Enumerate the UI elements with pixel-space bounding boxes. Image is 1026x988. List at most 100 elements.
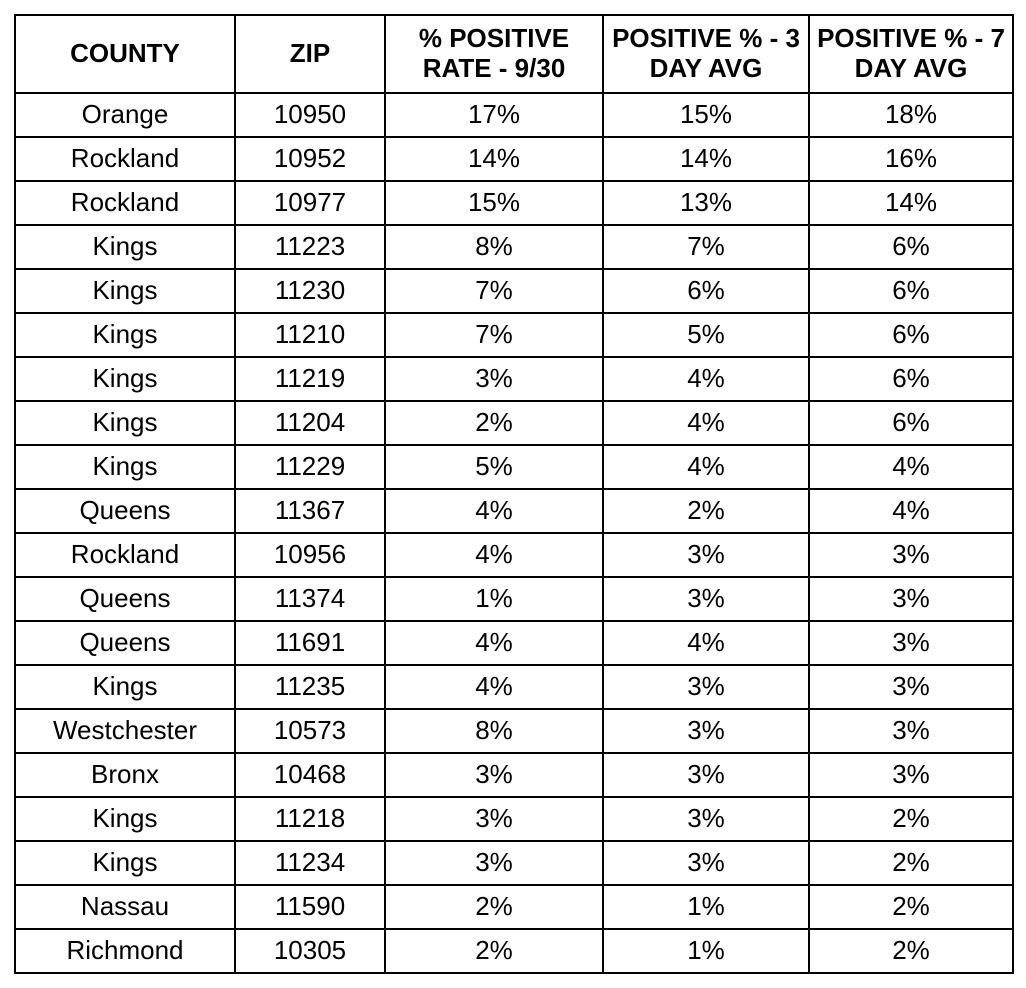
table-cell: 7% bbox=[385, 313, 603, 357]
table-row: Rockland109564%3%3% bbox=[15, 533, 1013, 577]
table-row: Kings112238%7%6% bbox=[15, 225, 1013, 269]
table-cell: 11204 bbox=[235, 401, 385, 445]
table-cell: 10956 bbox=[235, 533, 385, 577]
table-cell: 6% bbox=[809, 313, 1013, 357]
table-head: COUNTY ZIP % POSITIVE RATE - 9/30 POSITI… bbox=[15, 15, 1013, 93]
table-cell: 6% bbox=[809, 357, 1013, 401]
table-row: Kings112354%3%3% bbox=[15, 665, 1013, 709]
table-row: Orange1095017%15%18% bbox=[15, 93, 1013, 137]
table-cell: 3% bbox=[809, 577, 1013, 621]
table-cell: Rockland bbox=[15, 181, 235, 225]
table-cell: 10952 bbox=[235, 137, 385, 181]
table-cell: Queens bbox=[15, 621, 235, 665]
table-cell: 4% bbox=[809, 489, 1013, 533]
table-cell: 4% bbox=[385, 665, 603, 709]
table-cell: 11229 bbox=[235, 445, 385, 489]
table-cell: 7% bbox=[385, 269, 603, 313]
table-cell: 7% bbox=[603, 225, 809, 269]
table-cell: 10468 bbox=[235, 753, 385, 797]
table-cell: 4% bbox=[603, 621, 809, 665]
header-county: COUNTY bbox=[15, 15, 235, 93]
table-cell: 13% bbox=[603, 181, 809, 225]
table-cell: 2% bbox=[385, 929, 603, 973]
table-row: Kings112307%6%6% bbox=[15, 269, 1013, 313]
table-cell: Westchester bbox=[15, 709, 235, 753]
table-cell: Kings bbox=[15, 357, 235, 401]
table-cell: 3% bbox=[385, 753, 603, 797]
data-table: COUNTY ZIP % POSITIVE RATE - 9/30 POSITI… bbox=[14, 14, 1014, 974]
table-cell: 3% bbox=[385, 797, 603, 841]
table-cell: 3% bbox=[809, 665, 1013, 709]
table-cell: Kings bbox=[15, 269, 235, 313]
table-row: Kings112295%4%4% bbox=[15, 445, 1013, 489]
table-cell: 4% bbox=[603, 445, 809, 489]
table-cell: 11367 bbox=[235, 489, 385, 533]
table-cell: Kings bbox=[15, 445, 235, 489]
table-cell: 6% bbox=[809, 269, 1013, 313]
table-cell: 11590 bbox=[235, 885, 385, 929]
table-cell: 4% bbox=[385, 533, 603, 577]
table-cell: 2% bbox=[809, 929, 1013, 973]
table-cell: 3% bbox=[603, 533, 809, 577]
table-cell: Bronx bbox=[15, 753, 235, 797]
table-cell: 11374 bbox=[235, 577, 385, 621]
table-row: Queens113741%3%3% bbox=[15, 577, 1013, 621]
table-row: Queens113674%2%4% bbox=[15, 489, 1013, 533]
table-row: Queens116914%4%3% bbox=[15, 621, 1013, 665]
table-cell: 14% bbox=[385, 137, 603, 181]
table-row: Kings112343%3%2% bbox=[15, 841, 1013, 885]
table-cell: Kings bbox=[15, 797, 235, 841]
table-cell: 14% bbox=[809, 181, 1013, 225]
table-cell: 3% bbox=[603, 577, 809, 621]
table-cell: Rockland bbox=[15, 533, 235, 577]
table-row: Kings112183%3%2% bbox=[15, 797, 1013, 841]
table-cell: 3% bbox=[603, 709, 809, 753]
table-cell: 3% bbox=[809, 533, 1013, 577]
table-cell: Kings bbox=[15, 841, 235, 885]
table-cell: 4% bbox=[385, 621, 603, 665]
table-cell: 3% bbox=[603, 841, 809, 885]
table-cell: 3% bbox=[809, 621, 1013, 665]
table-cell: 16% bbox=[809, 137, 1013, 181]
table-cell: 10977 bbox=[235, 181, 385, 225]
table-cell: 6% bbox=[809, 401, 1013, 445]
table-cell: 3% bbox=[385, 357, 603, 401]
table-cell: 11235 bbox=[235, 665, 385, 709]
table-cell: 4% bbox=[603, 401, 809, 445]
table-cell: 4% bbox=[385, 489, 603, 533]
table-cell: 14% bbox=[603, 137, 809, 181]
table-cell: 2% bbox=[385, 885, 603, 929]
header-rate-930: % POSITIVE RATE - 9/30 bbox=[385, 15, 603, 93]
header-7day-avg: POSITIVE % - 7 DAY AVG bbox=[809, 15, 1013, 93]
table-cell: Rockland bbox=[15, 137, 235, 181]
table-cell: 2% bbox=[809, 885, 1013, 929]
table-row: Kings112042%4%6% bbox=[15, 401, 1013, 445]
table-row: Kings112107%5%6% bbox=[15, 313, 1013, 357]
table-row: Rockland1095214%14%16% bbox=[15, 137, 1013, 181]
table-cell: 11219 bbox=[235, 357, 385, 401]
table-cell: 4% bbox=[603, 357, 809, 401]
table-row: Kings112193%4%6% bbox=[15, 357, 1013, 401]
table-cell: Queens bbox=[15, 577, 235, 621]
table-cell: 10305 bbox=[235, 929, 385, 973]
table-cell: Orange bbox=[15, 93, 235, 137]
table-cell: Kings bbox=[15, 401, 235, 445]
table-cell: 5% bbox=[603, 313, 809, 357]
table-cell: 3% bbox=[603, 665, 809, 709]
table-cell: Kings bbox=[15, 313, 235, 357]
table-cell: 18% bbox=[809, 93, 1013, 137]
table-cell: 2% bbox=[809, 841, 1013, 885]
table-cell: Kings bbox=[15, 225, 235, 269]
table-cell: 11210 bbox=[235, 313, 385, 357]
table-row: Rockland1097715%13%14% bbox=[15, 181, 1013, 225]
table-cell: 8% bbox=[385, 709, 603, 753]
table-cell: 1% bbox=[603, 929, 809, 973]
table-cell: 15% bbox=[385, 181, 603, 225]
table-cell: 3% bbox=[385, 841, 603, 885]
table-cell: 11234 bbox=[235, 841, 385, 885]
table-cell: 3% bbox=[603, 797, 809, 841]
table-cell: 10950 bbox=[235, 93, 385, 137]
table-row: Bronx104683%3%3% bbox=[15, 753, 1013, 797]
table-cell: 8% bbox=[385, 225, 603, 269]
table-row: Nassau115902%1%2% bbox=[15, 885, 1013, 929]
